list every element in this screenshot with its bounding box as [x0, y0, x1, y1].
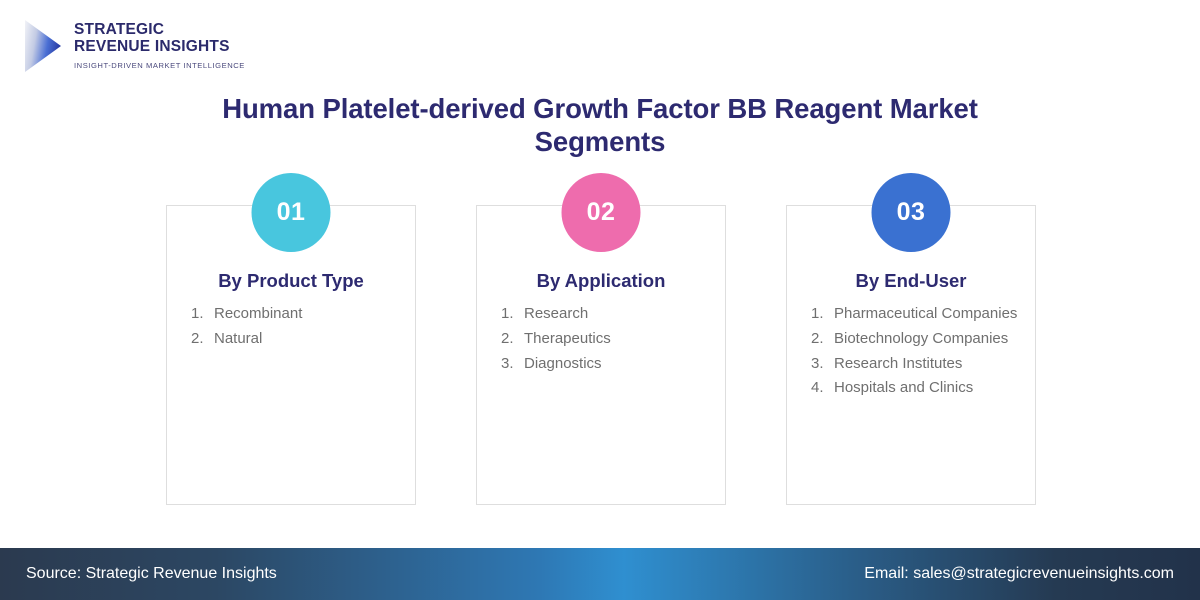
segment-card-end-user: 03 By End-User Pharmaceutical Companies …	[786, 173, 1036, 505]
segment-card-application: 02 By Application Research Therapeutics …	[476, 173, 726, 505]
segment-list-end-user: Pharmaceutical Companies Biotechnology C…	[811, 302, 1021, 401]
chevron-right-logo-mark	[25, 20, 61, 72]
segment-number-badge-03: 03	[871, 173, 951, 252]
list-item: Therapeutics	[501, 327, 611, 352]
list-item: Research Institutes	[811, 352, 963, 377]
segment-heading-end-user: By End-User	[855, 270, 967, 291]
page-footer: Source: Strategic Revenue Insights Email…	[0, 548, 1200, 600]
list-item: Recombinant	[191, 302, 303, 327]
segment-number-badge-02: 02	[561, 173, 641, 252]
list-item: Research	[501, 302, 589, 327]
list-item: Biotechnology Companies	[811, 327, 1009, 352]
brand-name-line-1: STRATEGIC	[74, 20, 165, 38]
footer-email-text: Email: sales@strategicrevenueinsights.co…	[864, 565, 1174, 582]
segment-list-application: Research Therapeutics Diagnostics	[501, 302, 711, 376]
segment-heading-product-type: By Product Type	[218, 270, 364, 291]
segment-card-product-type: 01 By Product Type Recombinant Natural	[166, 173, 416, 505]
list-item: Pharmaceutical Companies	[811, 302, 1018, 327]
brand-logo: STRATEGIC REVENUE INSIGHTS INSIGHT-DRIVE…	[22, 18, 245, 74]
list-item: Hospitals and Clinics	[811, 376, 974, 401]
segment-card-group: 01 By Product Type Recombinant Natural 0…	[166, 173, 1036, 505]
brand-name-line-2: REVENUE INSIGHTS	[74, 37, 230, 55]
footer-source-text: Source: Strategic Revenue Insights	[26, 565, 277, 582]
list-item: Diagnostics	[501, 352, 602, 377]
page-title: Human Platelet-derived Growth Factor BB …	[222, 93, 978, 157]
brand-tagline: INSIGHT-DRIVEN MARKET INTELLIGENCE	[74, 61, 245, 71]
list-item: Natural	[191, 327, 263, 352]
segment-number-badge-01: 01	[251, 173, 331, 252]
brand-wordmark: STRATEGIC REVENUE INSIGHTS INSIGHT-DRIVE…	[74, 20, 245, 71]
segment-list-product-type: Recombinant Natural	[191, 302, 401, 352]
segment-heading-application: By Application	[536, 270, 666, 291]
